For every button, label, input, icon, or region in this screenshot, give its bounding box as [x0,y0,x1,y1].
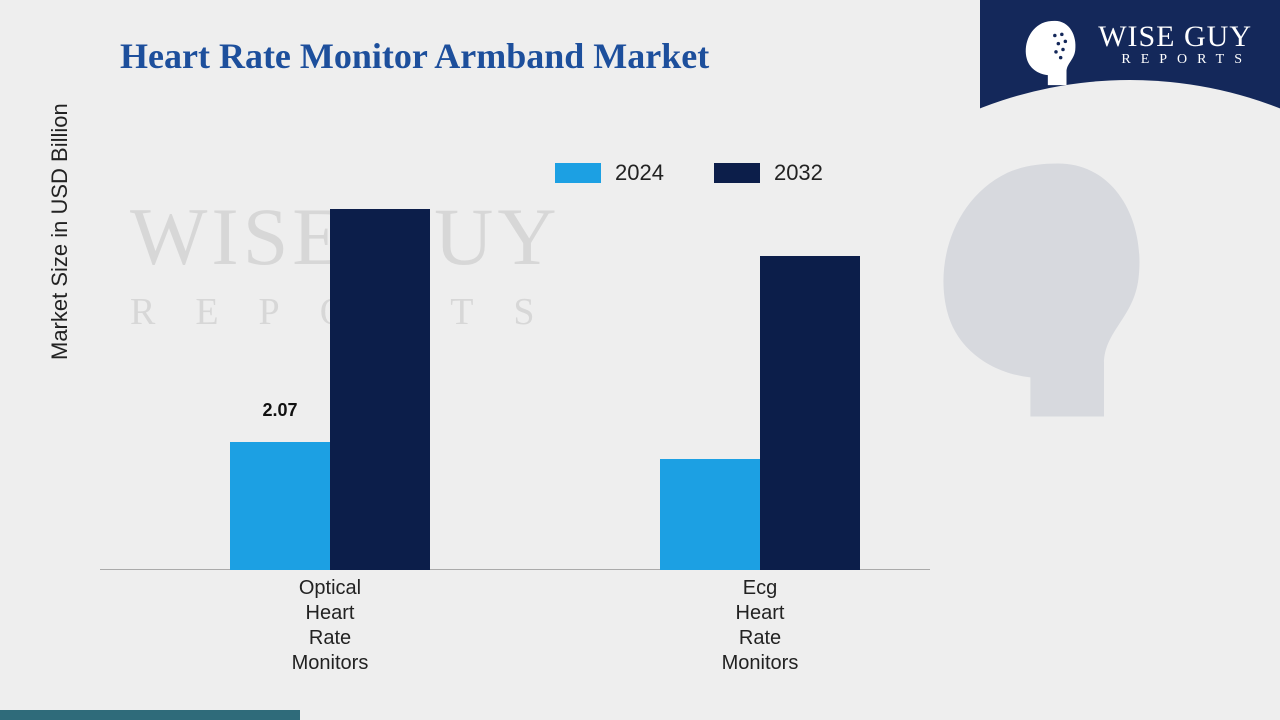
legend-item: 2024 [555,160,664,186]
plot-area: 2.07Optical Heart Rate MonitorsEcg Heart… [100,200,930,570]
bar [760,256,860,571]
legend-item: 2032 [714,160,823,186]
legend-label: 2032 [774,160,823,186]
bar [660,459,760,570]
bar [230,442,330,570]
brand-logo: WISE GUY REPORTS [1098,20,1252,68]
category-label: Ecg Heart Rate Monitors [640,570,880,676]
legend-swatch [714,163,760,183]
bar-group [660,256,860,571]
legend-label: 2024 [615,160,664,186]
brand-logo-sub: REPORTS [1098,52,1252,68]
brand-head-icon [1018,18,1080,88]
brand-logo-main: WISE GUY [1098,20,1252,54]
y-axis-label: Market Size in USD Billion [47,103,73,360]
legend-swatch [555,163,601,183]
chart-canvas: WISE GUY REPORTS Heart Rate Monitor Armb… [0,0,1280,720]
bar [330,209,430,570]
bar-value-label: 2.07 [262,400,297,421]
bar-group [230,209,430,570]
chart-title: Heart Rate Monitor Armband Market [120,35,709,77]
legend: 2024 2032 [555,160,823,186]
bottom-accent-bar [0,710,300,720]
category-label: Optical Heart Rate Monitors [210,570,450,676]
